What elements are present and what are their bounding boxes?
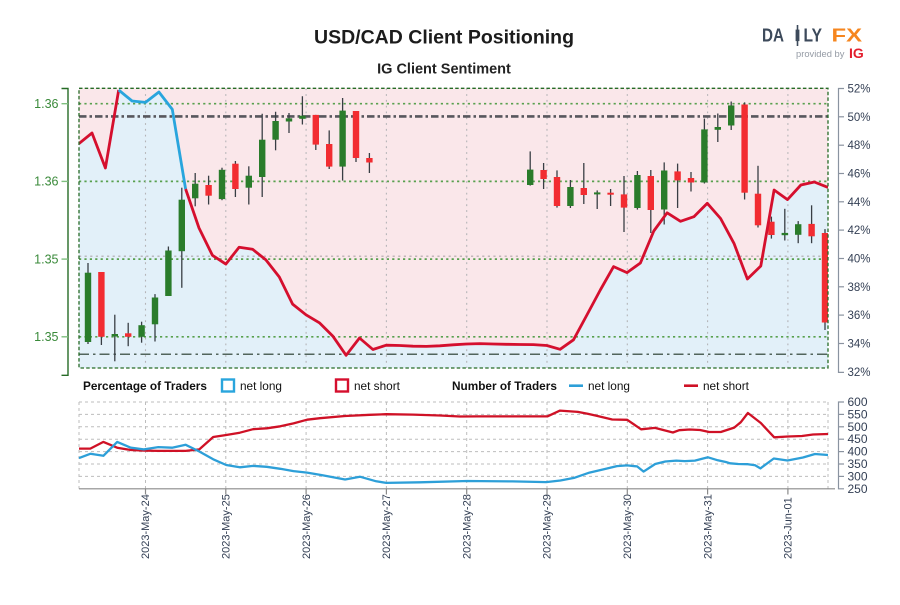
svg-text:250: 250 xyxy=(848,482,868,496)
svg-text:550: 550 xyxy=(848,407,868,421)
svg-text:500: 500 xyxy=(848,420,868,434)
svg-text:2023-May-29: 2023-May-29 xyxy=(542,494,554,559)
svg-text:2023-Jun-01: 2023-Jun-01 xyxy=(783,497,795,559)
svg-text:net long: net long xyxy=(240,379,282,393)
svg-text:46%: 46% xyxy=(848,169,871,181)
svg-text:300: 300 xyxy=(848,469,868,483)
svg-text:2023-May-28: 2023-May-28 xyxy=(461,494,473,559)
svg-text:net short: net short xyxy=(354,379,401,393)
svg-text:48%: 48% xyxy=(848,140,871,152)
svg-text:52%: 52% xyxy=(848,84,871,96)
svg-text:2023-May-24: 2023-May-24 xyxy=(140,494,152,559)
svg-text:350: 350 xyxy=(848,457,868,471)
svg-text:net short: net short xyxy=(703,379,750,393)
svg-text:34%: 34% xyxy=(848,339,871,351)
svg-text:50%: 50% xyxy=(848,112,871,124)
svg-text:2023-May-25: 2023-May-25 xyxy=(221,494,233,559)
svg-text:44%: 44% xyxy=(848,197,871,209)
svg-text:net long: net long xyxy=(588,379,630,393)
svg-text:600: 600 xyxy=(848,395,868,409)
svg-text:32%: 32% xyxy=(848,367,871,379)
svg-text:provided by: provided by xyxy=(796,49,845,60)
svg-text:2023-May-27: 2023-May-27 xyxy=(381,494,393,559)
svg-text:1.36: 1.36 xyxy=(34,97,58,111)
svg-text:USD/CAD Client Positioning: USD/CAD Client Positioning xyxy=(314,27,574,49)
svg-text:1.35: 1.35 xyxy=(34,330,58,344)
svg-text:1.35: 1.35 xyxy=(34,252,58,266)
svg-text:Percentage of Traders: Percentage of Traders xyxy=(83,379,207,393)
svg-text:Number of Traders: Number of Traders xyxy=(452,379,557,393)
svg-text:400: 400 xyxy=(848,445,868,459)
svg-text:FX: FX xyxy=(832,25,863,46)
svg-text:1.36: 1.36 xyxy=(34,175,58,189)
svg-text:DA: DA xyxy=(762,25,784,46)
svg-text:2023-May-31: 2023-May-31 xyxy=(702,494,714,559)
svg-text:450: 450 xyxy=(848,432,868,446)
svg-text:IG: IG xyxy=(849,45,864,61)
svg-text:36%: 36% xyxy=(848,310,871,322)
svg-text:40%: 40% xyxy=(848,254,871,266)
svg-text:2023-May-30: 2023-May-30 xyxy=(622,494,634,559)
svg-text:42%: 42% xyxy=(848,225,871,237)
svg-text:IG Client Sentiment: IG Client Sentiment xyxy=(377,62,511,78)
svg-text:LY: LY xyxy=(804,25,823,46)
svg-text:2023-May-26: 2023-May-26 xyxy=(301,494,313,559)
svg-text:38%: 38% xyxy=(848,282,871,294)
